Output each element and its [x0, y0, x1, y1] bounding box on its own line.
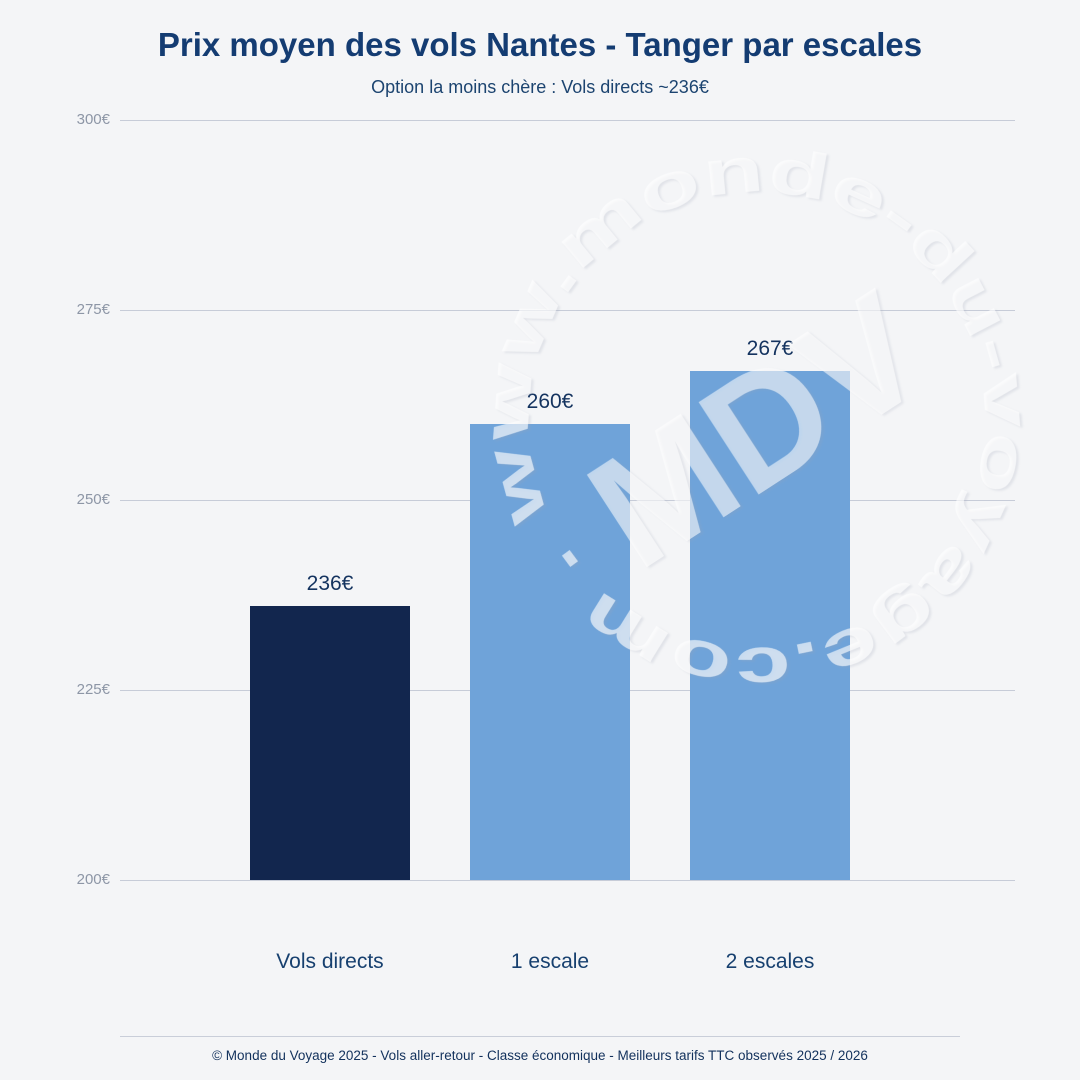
ytick-label-250€: 250€ [76, 491, 110, 508]
ytick-label-225€: 225€ [76, 681, 110, 698]
gridline-275€ [120, 310, 1015, 311]
bar-value-label: 260€ [526, 390, 574, 413]
footer-text: © Monde du Voyage 2025 - Vols aller-reto… [212, 1048, 868, 1063]
bar-1-escale [470, 424, 630, 880]
bar-value-label: 267€ [746, 336, 794, 360]
bar-vols-directs [250, 606, 410, 880]
gridline-200€ [120, 880, 1015, 881]
ytick-label-300€: 300€ [76, 111, 110, 128]
ytick-label-200€: 200€ [76, 871, 110, 888]
footer-divider [120, 1036, 960, 1037]
chart-title: Prix moyen des vols Nantes - Tanger par … [157, 26, 923, 63]
category-label-1: Vols directs [276, 950, 384, 973]
bar-value-label: 236€ [306, 572, 354, 596]
gridline-300€ [120, 120, 1015, 121]
bar-2-escales [690, 370, 850, 880]
category-label-2: 1 escale [510, 950, 590, 973]
ytick-label-275€: 275€ [76, 301, 110, 318]
chart-subtitle: Option la moins chère : Vols directs ~23… [371, 77, 709, 97]
category-label-3: 2 escales [725, 950, 815, 973]
